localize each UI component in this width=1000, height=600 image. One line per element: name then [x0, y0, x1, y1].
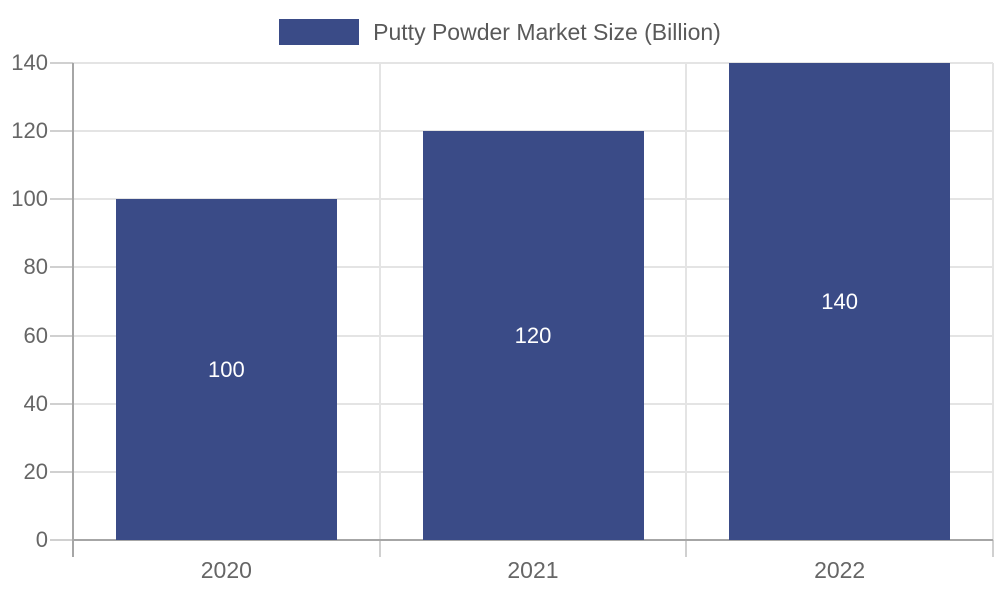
y-axis-label: 80: [23, 254, 48, 280]
gridline-vertical: [685, 63, 688, 540]
y-axis-label: 40: [23, 390, 48, 416]
bar-value-label: 140: [821, 288, 859, 314]
y-axis-tick: [50, 198, 73, 201]
x-axis-line: [72, 539, 993, 541]
y-axis-label: 20: [23, 458, 48, 484]
y-axis-tick: [50, 266, 73, 269]
gridline-vertical: [992, 63, 994, 540]
y-axis-label: 120: [11, 118, 48, 144]
y-axis-label: 0: [35, 527, 48, 552]
y-axis-line: [72, 63, 74, 557]
y-axis-tick: [50, 470, 73, 473]
bar[interactable]: [729, 63, 951, 540]
y-axis-label: 60: [23, 322, 48, 348]
y-axis-tick: [50, 539, 73, 541]
y-axis-tick: [50, 334, 73, 337]
x-axis-tick: [378, 540, 381, 557]
y-axis-tick: [50, 62, 73, 64]
y-axis-tick: [50, 402, 73, 405]
bar[interactable]: [422, 131, 644, 540]
x-axis-tick: [685, 540, 688, 557]
gridline-horizontal: [73, 62, 993, 64]
x-axis-label: 2021: [507, 557, 559, 583]
bar[interactable]: [115, 199, 337, 540]
gridline-vertical: [378, 63, 381, 540]
chart-legend[interactable]: Putty Powder Market Size (Billion): [0, 19, 1000, 45]
y-axis-label: 140: [11, 50, 48, 75]
bar-value-label: 100: [207, 356, 245, 382]
legend-label: Putty Powder Market Size (Billion): [373, 19, 721, 45]
x-axis-tick: [992, 540, 994, 557]
x-axis-label: 2022: [814, 557, 866, 583]
x-axis-label: 2020: [200, 557, 252, 583]
legend-swatch: [279, 19, 360, 45]
bar-value-label: 120: [514, 322, 552, 348]
y-axis-label: 100: [11, 186, 48, 212]
y-axis-tick: [50, 130, 73, 133]
